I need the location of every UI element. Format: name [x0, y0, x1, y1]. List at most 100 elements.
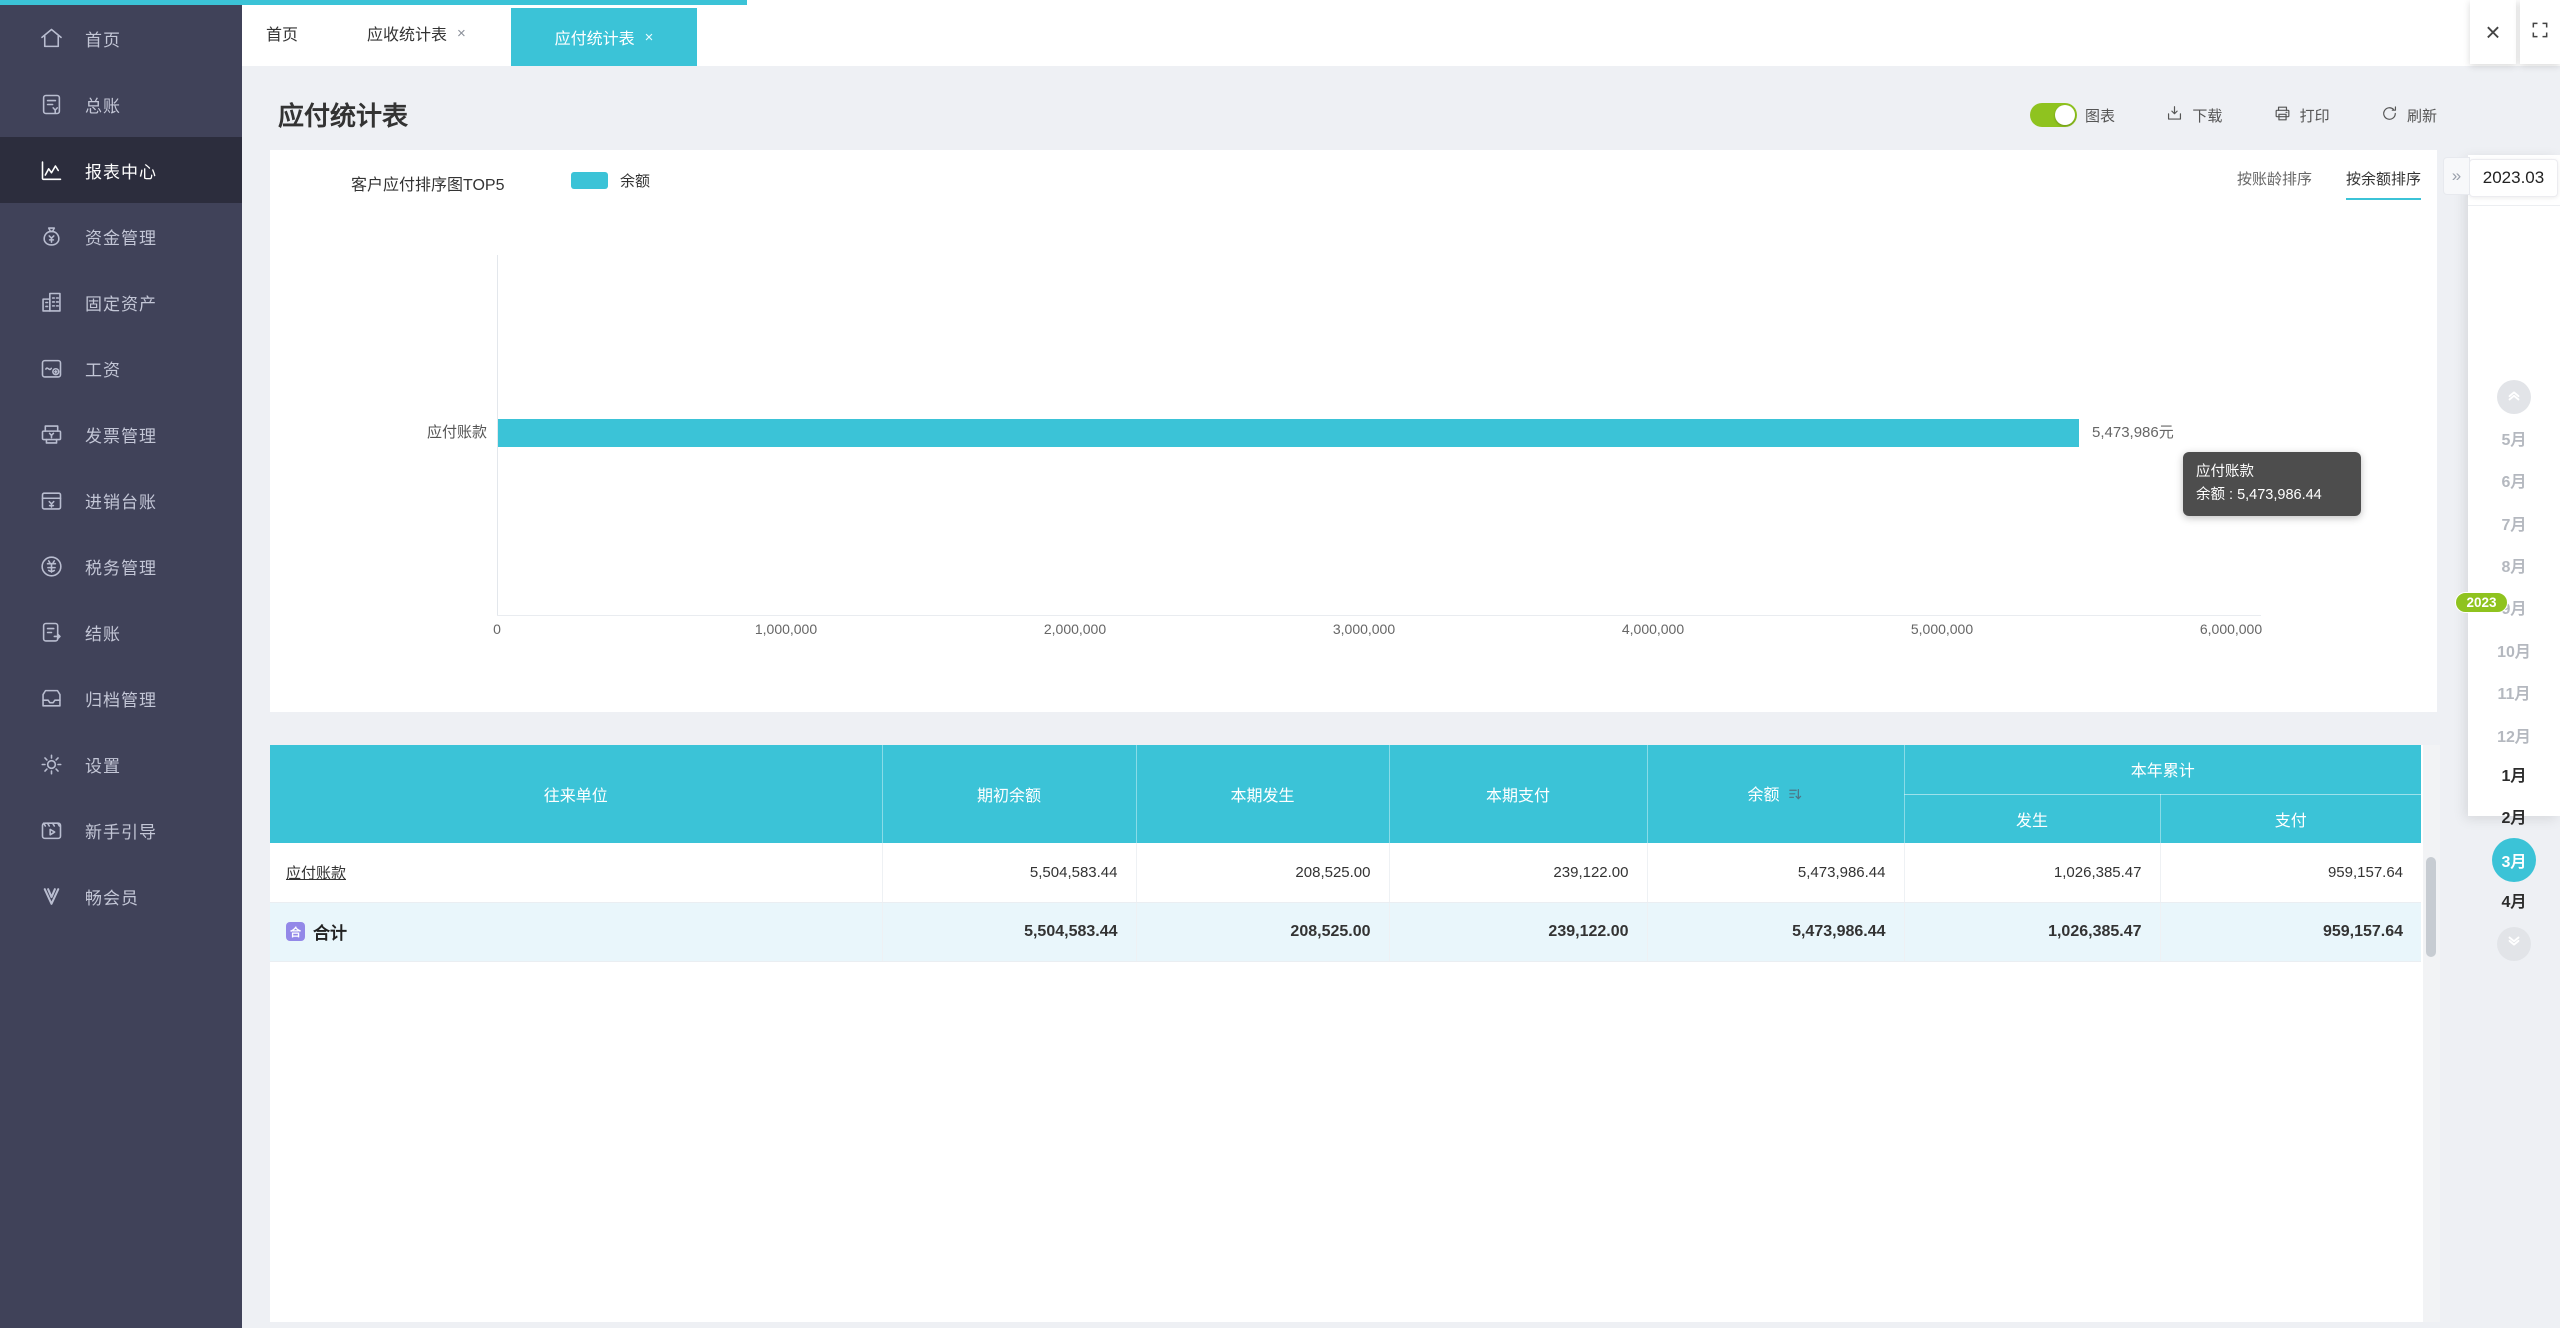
col-header-current-paid: 本期支付	[1389, 745, 1648, 843]
sidebar-item-archive[interactable]: 归档管理	[0, 665, 242, 731]
table-scrollbar-track[interactable]	[2423, 745, 2440, 1322]
sidebar-item-general-ledger[interactable]: 总账	[0, 71, 242, 137]
cell-total-current-paid: 239,122.00	[1389, 902, 1648, 962]
sidebar-item-vip-member[interactable]: 畅会员	[0, 863, 242, 929]
sidebar-item-label: 税务管理	[85, 558, 157, 578]
months-scroll-up-button[interactable]	[2497, 380, 2531, 414]
double-chevron-down-icon	[2505, 933, 2523, 956]
page-title: 应付统计表	[278, 101, 409, 131]
beginner-guide-icon	[38, 817, 65, 844]
double-chevron-up-icon	[2505, 386, 2523, 409]
month-item[interactable]: 1月	[2501, 768, 2527, 785]
col-header-opening-balance: 期初余额	[882, 745, 1137, 843]
refresh-button[interactable]: 刷新	[2380, 104, 2437, 127]
double-chevron-right-icon: »	[2451, 166, 2462, 185]
sidebar-item-invoice[interactable]: 发票管理	[0, 401, 242, 467]
payable-account-link[interactable]: 应付账款	[286, 864, 347, 882]
bar-value-label: 5,473,986元	[2092, 424, 2174, 441]
sidebar-item-label: 发票管理	[85, 426, 157, 446]
col-header-unit: 往来单位	[270, 745, 883, 843]
total-icon: 合	[286, 922, 305, 941]
tooltip-title: 应付账款	[2196, 464, 2254, 480]
month-item[interactable]: 11月	[2497, 686, 2531, 703]
table-row: 应付账款 5,504,583.44 208,525.00 239,122.00 …	[270, 843, 2422, 903]
month-item[interactable]: 7月	[2501, 517, 2527, 534]
closing-icon	[38, 619, 65, 646]
cell-current-paid: 239,122.00	[1389, 843, 1648, 903]
table-scrollbar-thumb[interactable]	[2426, 857, 2436, 957]
chart-title: 客户应付排序图TOP5	[351, 177, 505, 194]
sidebar-item-label: 结账	[85, 624, 121, 644]
balance-header-label: 余额	[1747, 786, 1780, 804]
col-header-balance: 余额	[1647, 745, 1905, 843]
tab-receivable-report[interactable]: 应收统计表 ×	[367, 0, 466, 66]
download-button[interactable]: 下载	[2165, 104, 2222, 127]
general-ledger-icon	[38, 91, 65, 118]
cell-balance: 5,473,986.44	[1647, 843, 1905, 903]
month-item[interactable]: 6月	[2501, 474, 2527, 491]
x-tick: 4,000,000	[1621, 621, 1685, 637]
settings-icon	[38, 751, 65, 778]
balance-sort-desc-icon[interactable]	[1787, 786, 1804, 808]
payable-balance-bar[interactable]	[498, 419, 2079, 447]
print-button[interactable]: 打印	[2273, 104, 2330, 127]
window-fullscreen-button[interactable]	[2520, 0, 2560, 64]
vip-member-icon	[38, 883, 65, 910]
x-tick: 5,000,000	[1910, 621, 1974, 637]
month-panel-collapse-button[interactable]: »	[2443, 157, 2470, 195]
month-item[interactable]: 2月	[2501, 810, 2527, 827]
chart-toggle-label: 图表	[2085, 107, 2116, 125]
chart-legend-balance[interactable]: 余额	[571, 170, 650, 191]
sidebar-item-funds[interactable]: 资金管理	[0, 203, 242, 269]
month-item[interactable]: 4月	[2501, 894, 2527, 911]
chart-y-axis-line	[497, 255, 498, 615]
sidebar-item-label: 归档管理	[85, 690, 157, 710]
cell-ytd-paid: 959,157.64	[2160, 843, 2422, 903]
payable-ranking-chart-card: 客户应付排序图TOP5 余额 按账龄排序 按余额排序 应付账款 5,473,98…	[270, 150, 2437, 712]
month-item[interactable]: 12月	[2497, 729, 2531, 746]
cell-current-incurred: 208,525.00	[1136, 843, 1390, 903]
sidebar-item-settings[interactable]: 设置	[0, 731, 242, 797]
sidebar-item-beginner-guide[interactable]: 新手引导	[0, 797, 242, 863]
x-tick: 6,000,000	[2199, 621, 2263, 637]
current-period-label: 2023.03	[2469, 159, 2558, 197]
sidebar-item-home[interactable]: 首页	[0, 5, 242, 71]
cell-total-balance: 5,473,986.44	[1647, 902, 1905, 962]
print-icon	[2273, 104, 2292, 127]
tab-payable-report[interactable]: 应付统计表 ×	[511, 8, 697, 66]
sidebar: 首页 总账 报表中心 资金管理 固定资产 工资 发票管理 进销台账	[0, 0, 242, 1328]
legend-swatch	[571, 172, 608, 189]
table-total-row: 合 合计 5,504,583.44 208,525.00 239,122.00 …	[270, 902, 2422, 962]
close-tab-icon[interactable]: ×	[644, 28, 654, 46]
sidebar-item-label: 畅会员	[85, 888, 139, 908]
sidebar-item-report-center[interactable]: 报表中心	[0, 137, 242, 203]
funds-icon	[38, 223, 65, 250]
close-tab-icon[interactable]: ×	[457, 24, 466, 42]
archive-icon	[38, 685, 65, 712]
col-header-ytd-group: 本年累计	[1904, 745, 2422, 795]
month-item-selected[interactable]: 3月	[2492, 838, 2536, 882]
chart-sort-options: 按账龄排序 按余额排序	[2237, 168, 2421, 200]
sidebar-item-tax[interactable]: 税务管理	[0, 533, 242, 599]
payable-statistics-table: 往来单位 期初余额 本期发生 本期支付 余额 本年累计 发生 支付 应付账款 5…	[270, 745, 2422, 962]
sort-by-balance-option[interactable]: 按余额排序	[2345, 168, 2421, 200]
sidebar-item-salary[interactable]: 工资	[0, 335, 242, 401]
x-tick: 2,000,000	[1043, 621, 1107, 637]
fixed-assets-icon	[38, 289, 65, 316]
sidebar-item-purchase-sales-ledger[interactable]: 进销台账	[0, 467, 242, 533]
window-close-button[interactable]: ×	[2470, 0, 2516, 64]
sidebar-item-fixed-assets[interactable]: 固定资产	[0, 269, 242, 335]
cell-ytd-incurred: 1,026,385.47	[1904, 843, 2161, 903]
months-scroll-down-button[interactable]	[2497, 927, 2531, 961]
report-center-icon	[38, 157, 65, 184]
sidebar-item-closing[interactable]: 结账	[0, 599, 242, 665]
sort-by-aging-option[interactable]: 按账龄排序	[2236, 171, 2312, 188]
month-item[interactable]: 9月	[2501, 601, 2527, 618]
tab-home[interactable]: 首页	[266, 0, 298, 66]
tab-label: 首页	[266, 27, 299, 44]
month-item[interactable]: 8月	[2501, 559, 2527, 576]
month-item[interactable]: 5月	[2501, 432, 2527, 449]
chart-toggle[interactable]	[2030, 103, 2077, 127]
month-item[interactable]: 10月	[2497, 644, 2531, 661]
cell-total-ytd-incurred: 1,026,385.47	[1904, 902, 2161, 962]
